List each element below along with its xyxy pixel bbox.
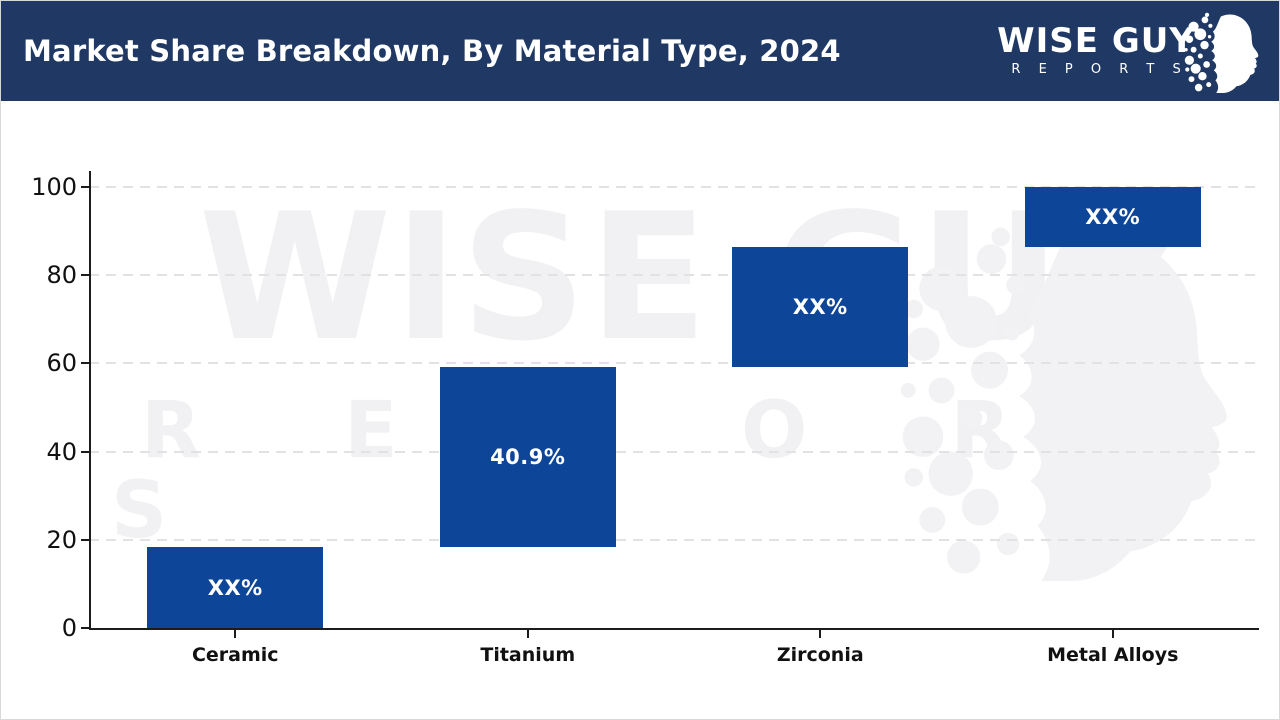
y-tick-label: 40 (46, 437, 77, 466)
x-tick-label: Zirconia (776, 644, 864, 666)
y-tick-label: 0 (61, 614, 77, 642)
bar-zirconia: XX% (732, 246, 909, 367)
y-tick-mark (81, 274, 89, 277)
gridline (89, 274, 1259, 277)
y-tick-mark (81, 627, 89, 629)
logo-subtitle: R E P O R T S (1011, 62, 1188, 77)
bar-value-label: XX% (207, 575, 263, 600)
x-tick-mark (234, 630, 237, 638)
y-tick-mark (81, 186, 89, 188)
y-tick-label: 100 (31, 173, 77, 201)
y-tick-mark (81, 362, 89, 365)
page-title: Market Share Breakdown, By Material Type… (23, 34, 841, 68)
dotted-face-icon (1184, 12, 1259, 93)
y-tick-label: 80 (46, 261, 77, 290)
x-tick-mark (526, 630, 529, 638)
watermark-subtitle: R E P O R T S (111, 386, 1265, 556)
x-tick-label: Ceramic (191, 644, 279, 666)
logo-text: WISE GUY R E P O R T S (997, 23, 1195, 79)
bar-ceramic: XX% (147, 547, 324, 628)
bar-titanium: 40.9% (439, 366, 616, 548)
y-axis (89, 171, 91, 630)
gridline (89, 450, 1259, 453)
gridline (89, 186, 1259, 188)
bar-metal-alloys: XX% (1024, 187, 1201, 247)
y-tick-mark (81, 450, 89, 453)
x-axis (89, 628, 1259, 630)
chart-header: Market Share Breakdown, By Material Type… (1, 1, 1279, 101)
x-tick-label: Metal Alloys (1047, 644, 1179, 666)
x-tick-label: Titanium (480, 644, 576, 666)
x-tick-mark (819, 630, 822, 638)
logo-wordmark: WISE GUY (997, 21, 1195, 61)
gridline (89, 538, 1259, 541)
chart-plot-area: WISE GUY R E P O R T S 0 20 40 60 80 100 XX% Ce… (1, 101, 1279, 719)
watermark-face-icon (900, 227, 1227, 581)
bar-value-label: XX% (1085, 204, 1141, 229)
wise-guy-reports-logo: WISE GUY R E P O R T S (997, 9, 1279, 93)
x-tick-mark (1111, 630, 1114, 638)
bar-value-label: XX% (792, 294, 848, 319)
bar-value-label: 40.9% (490, 445, 566, 470)
y-tick-mark (81, 538, 89, 541)
y-tick-label: 20 (46, 525, 77, 554)
y-tick-label: 60 (46, 349, 77, 378)
gridline (89, 362, 1259, 365)
